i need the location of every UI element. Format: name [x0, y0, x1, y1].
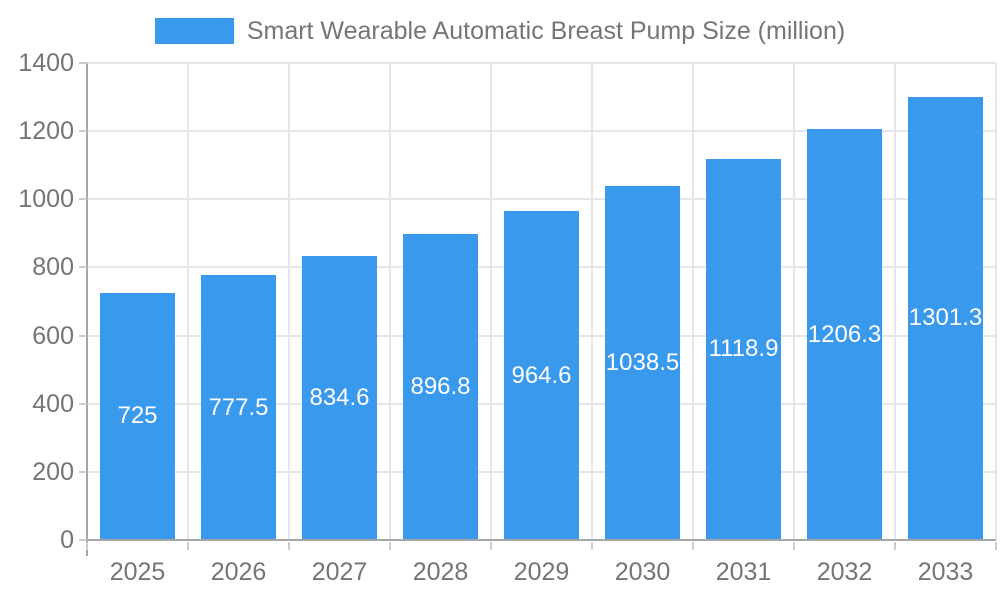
x-tick-mark: [793, 542, 795, 550]
x-tick-mark: [288, 542, 290, 550]
x-tick-label: 2030: [614, 558, 671, 586]
x-tick-mark: [86, 542, 88, 550]
bar-value-label: 777.5: [208, 393, 269, 421]
bar-value-label: 896.8: [410, 373, 471, 401]
y-tick-mark: [79, 470, 87, 473]
x-tick-mark: [692, 542, 694, 550]
x-tick-label: 2033: [917, 558, 974, 586]
y-tick-mark: [79, 198, 87, 201]
bar-value-label: 1038.5: [605, 349, 680, 377]
bar-value-label: 964.6: [511, 361, 572, 389]
y-axis-line: [86, 63, 88, 556]
bar-2027[interactable]: 834.6: [302, 255, 377, 540]
x-tick-mark: [995, 542, 997, 550]
x-axis-line: [87, 539, 996, 541]
v-gridline: [389, 63, 391, 540]
y-tick-label: 1200: [18, 117, 74, 146]
legend-label: Smart Wearable Automatic Breast Pump Siz…: [246, 16, 846, 45]
h-gridline: [87, 198, 996, 201]
x-tick-mark: [894, 542, 896, 550]
x-tick-label: 2031: [715, 558, 772, 586]
v-gridline: [288, 63, 290, 540]
bar-2025[interactable]: 725: [100, 292, 175, 540]
bar-value-label: 834.6: [309, 383, 370, 411]
v-gridline: [490, 63, 492, 540]
x-tick-mark: [389, 542, 391, 550]
y-tick-label: 0: [60, 526, 74, 554]
x-tick-label: 2032: [816, 558, 873, 586]
bar-2032[interactable]: 1206.3: [807, 129, 882, 540]
bar-value-label: 725: [117, 402, 158, 430]
legend-swatch: [154, 18, 234, 44]
y-tick-mark: [79, 402, 87, 405]
bar-2026[interactable]: 777.5: [201, 275, 276, 540]
y-tick-label: 1400: [18, 49, 74, 77]
x-tick-label: 2026: [210, 558, 267, 586]
y-tick-mark: [79, 130, 87, 133]
bar-2030[interactable]: 1038.5: [605, 186, 680, 540]
bar-2029[interactable]: 964.6: [504, 211, 579, 540]
y-tick-label: 400: [32, 389, 74, 418]
bar-value-label: 1301.3: [908, 304, 983, 332]
bar-value-label: 1118.9: [708, 335, 779, 363]
x-tick-mark: [490, 542, 492, 550]
y-tick-label: 200: [32, 457, 74, 486]
plot-area: 725 777.5 834.6 896.8 964.6 1038.5 1118.9 1206.…: [87, 62, 997, 540]
y-tick-mark: [79, 266, 87, 269]
x-tick-mark: [591, 542, 593, 550]
h-gridline: [87, 62, 996, 64]
y-tick-label: 1000: [18, 185, 74, 214]
x-tick-label: 2027: [311, 558, 368, 586]
bar-2028[interactable]: 896.8: [403, 234, 478, 540]
bar-2031[interactable]: 1118.9: [706, 158, 781, 540]
v-gridline: [894, 63, 896, 540]
y-tick-label: 800: [32, 253, 74, 282]
y-tick-label: 600: [32, 321, 74, 350]
v-gridline: [995, 63, 997, 540]
y-tick-mark: [79, 539, 87, 541]
v-gridline: [591, 63, 593, 540]
x-tick-label: 2025: [109, 558, 166, 586]
h-gridline: [87, 130, 996, 133]
legend-item[interactable]: Smart Wearable Automatic Breast Pump Siz…: [0, 16, 1000, 46]
v-gridline: [692, 63, 694, 540]
x-tick-label: 2028: [412, 558, 469, 586]
bar-value-label: 1206.3: [807, 320, 882, 348]
y-tick-mark: [79, 62, 87, 64]
bar-2033[interactable]: 1301.3: [908, 96, 983, 540]
v-gridline: [187, 63, 189, 540]
x-tick-label: 2029: [513, 558, 570, 586]
v-gridline: [793, 63, 795, 540]
y-tick-mark: [79, 334, 87, 337]
x-tick-mark: [187, 542, 189, 550]
